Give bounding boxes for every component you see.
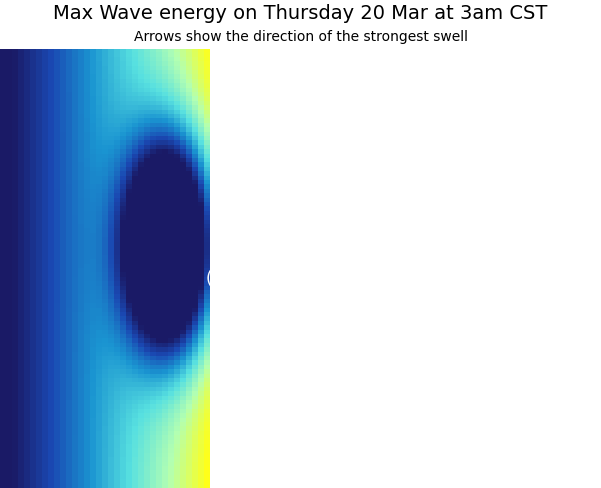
Text: Max Wave energy on Thursday 20 Mar at 3am CST: Max Wave energy on Thursday 20 Mar at 3a… bbox=[53, 4, 548, 23]
Text: Saskatchewan Region
(Map requires cartopy): Saskatchewan Region (Map requires cartop… bbox=[206, 249, 395, 288]
Text: Arrows show the direction of the strongest swell: Arrows show the direction of the stronge… bbox=[133, 30, 468, 43]
